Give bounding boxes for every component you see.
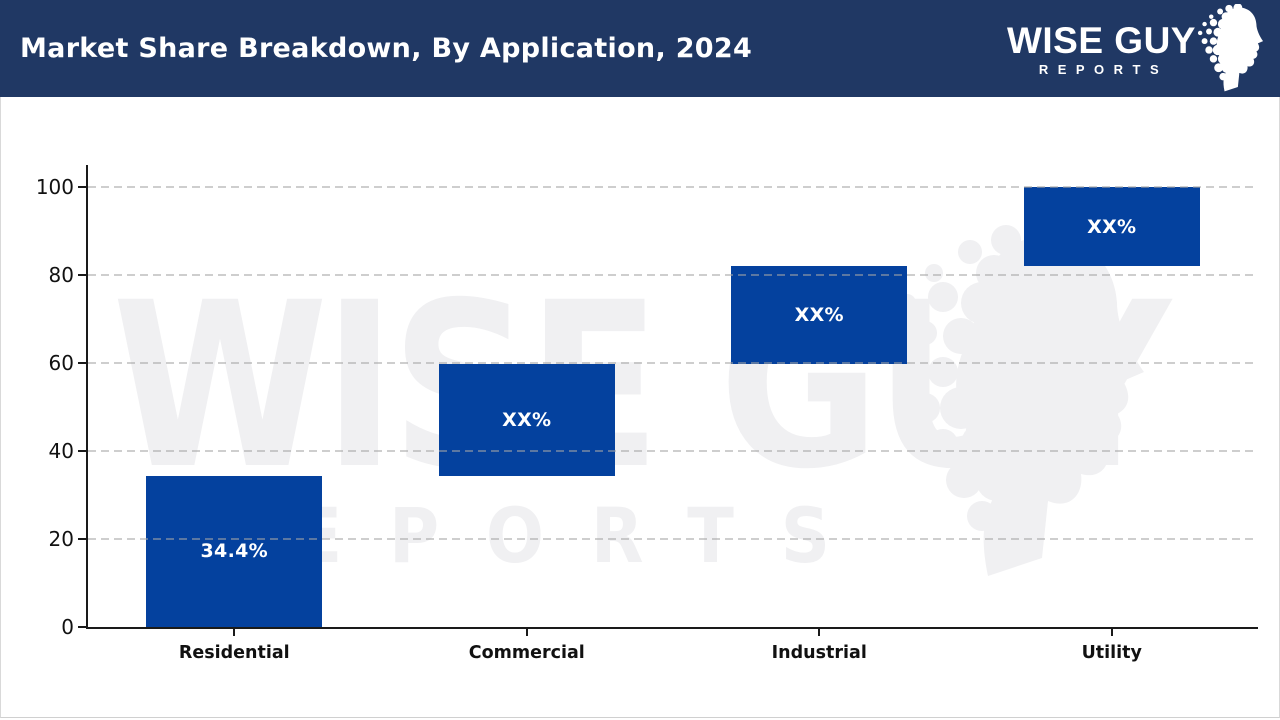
y-tick-label: 0	[61, 615, 74, 639]
y-axis-line	[86, 165, 88, 629]
wise-guy-reports-logo: WISE GUY REPORTS	[1007, 0, 1266, 97]
gridline-y-20	[88, 538, 1258, 540]
bar-commercial: XX%	[438, 363, 615, 476]
x-axis-tick	[525, 629, 528, 636]
logo-text: WISE GUY REPORTS	[1007, 22, 1196, 76]
bar-value-label: XX%	[1087, 215, 1137, 238]
bar-value-label: XX%	[502, 408, 552, 431]
plot-area: 0 20 40 60 80 100 34.4% Residential XX% Commercia…	[36, 165, 1258, 663]
y-tick-label: 40	[48, 439, 74, 463]
x-axis-tick	[1110, 629, 1113, 636]
y-axis-tick	[78, 538, 86, 540]
y-tick-label: 80	[48, 263, 74, 287]
logo-subtitle: REPORTS	[1038, 61, 1169, 77]
gridline-y-40	[88, 450, 1258, 452]
bar-residential: 34.4%	[146, 475, 323, 627]
x-axis-tick	[818, 629, 821, 636]
x-axis-tick	[233, 629, 236, 636]
y-tick-label: 100	[35, 175, 74, 199]
y-axis-tick	[78, 186, 86, 188]
x-tick-label-commercial: Commercial	[468, 643, 585, 663]
bar-industrial: XX%	[731, 266, 908, 364]
y-axis-tick	[78, 450, 86, 452]
gridline-y-80	[88, 274, 1258, 276]
gridline-y-60	[88, 362, 1258, 364]
x-tick-label-industrial: Industrial	[771, 643, 867, 663]
page-title: Market Share Breakdown, By Application, …	[20, 33, 753, 64]
y-axis-tick	[78, 626, 86, 628]
header-bar: Market Share Breakdown, By Application, …	[0, 0, 1280, 97]
y-axis-tick	[78, 274, 86, 276]
y-tick-label: 60	[48, 351, 74, 375]
dotted-head-icon	[1192, 4, 1266, 93]
x-tick-label-utility: Utility	[1081, 643, 1142, 663]
bar-value-label: XX%	[794, 304, 844, 327]
y-axis-tick	[78, 362, 86, 364]
y-tick-label: 20	[48, 527, 74, 551]
x-tick-label-residential: Residential	[178, 643, 290, 663]
bar-utility: XX%	[1023, 187, 1200, 267]
bar-value-label: 34.4%	[200, 540, 268, 563]
x-axis-line	[86, 627, 1258, 629]
gridline-y-100	[88, 186, 1258, 188]
logo-wordmark: WISE GUY	[1006, 19, 1196, 61]
